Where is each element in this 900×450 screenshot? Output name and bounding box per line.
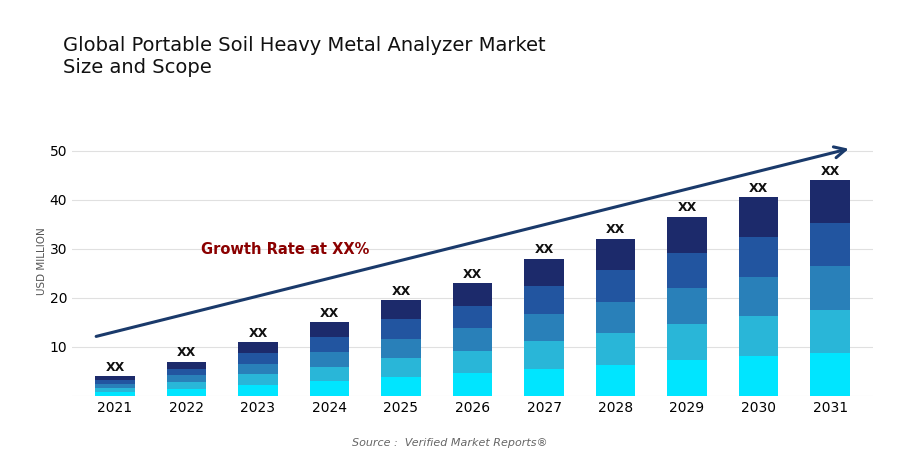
Bar [453, 351, 492, 374]
Bar [238, 374, 277, 385]
Bar [596, 333, 635, 364]
Bar [810, 223, 850, 266]
Bar [166, 369, 206, 375]
Bar [238, 353, 277, 364]
Bar [238, 385, 277, 396]
Bar [596, 302, 635, 333]
Y-axis label: USD MILLION: USD MILLION [37, 227, 47, 295]
Bar [453, 283, 492, 306]
Bar [810, 180, 850, 223]
Bar [166, 375, 206, 382]
Text: XX: XX [248, 327, 267, 340]
Bar [739, 197, 778, 237]
Bar [810, 310, 850, 353]
Text: Global Portable Soil Heavy Metal Analyzer Market
Size and Scope: Global Portable Soil Heavy Metal Analyze… [63, 36, 545, 77]
Bar [525, 286, 563, 314]
Bar [310, 367, 349, 381]
Bar [382, 358, 420, 377]
Bar [310, 322, 349, 337]
Text: XX: XX [821, 165, 840, 178]
Bar [95, 388, 135, 392]
Bar [95, 392, 135, 396]
Bar [382, 320, 420, 338]
Text: Source :  Verified Market Reports®: Source : Verified Market Reports® [352, 437, 548, 447]
Bar [739, 237, 778, 277]
Bar [95, 380, 135, 384]
Text: XX: XX [176, 346, 196, 359]
Bar [453, 328, 492, 351]
Bar [668, 217, 706, 252]
Bar [739, 356, 778, 396]
Bar [453, 374, 492, 396]
Bar [739, 316, 778, 356]
Bar [166, 362, 206, 369]
Bar [668, 324, 706, 360]
Bar [668, 360, 706, 396]
Bar [95, 376, 135, 380]
Bar [166, 389, 206, 396]
Bar [453, 306, 492, 328]
Bar [238, 342, 277, 353]
Bar [382, 300, 420, 320]
Bar [238, 364, 277, 374]
Text: XX: XX [320, 307, 339, 320]
Bar [310, 352, 349, 367]
Bar [310, 381, 349, 396]
Text: XX: XX [105, 361, 124, 374]
Text: XX: XX [606, 224, 626, 236]
Bar [810, 266, 850, 310]
Bar [166, 382, 206, 389]
Bar [382, 338, 420, 358]
Text: XX: XX [392, 285, 410, 298]
Text: XX: XX [678, 201, 697, 214]
Bar [95, 384, 135, 388]
Bar [525, 314, 563, 341]
Bar [739, 277, 778, 316]
Text: XX: XX [749, 182, 769, 195]
Bar [382, 377, 420, 396]
Bar [525, 259, 563, 286]
Text: XX: XX [463, 268, 482, 281]
Bar [810, 353, 850, 396]
Bar [596, 270, 635, 302]
Text: XX: XX [535, 243, 554, 256]
Bar [668, 288, 706, 324]
Bar [668, 252, 706, 288]
Text: Growth Rate at XX%: Growth Rate at XX% [201, 242, 369, 256]
Bar [310, 337, 349, 352]
Bar [525, 341, 563, 369]
Bar [596, 364, 635, 396]
Bar [596, 239, 635, 270]
Bar [525, 369, 563, 396]
